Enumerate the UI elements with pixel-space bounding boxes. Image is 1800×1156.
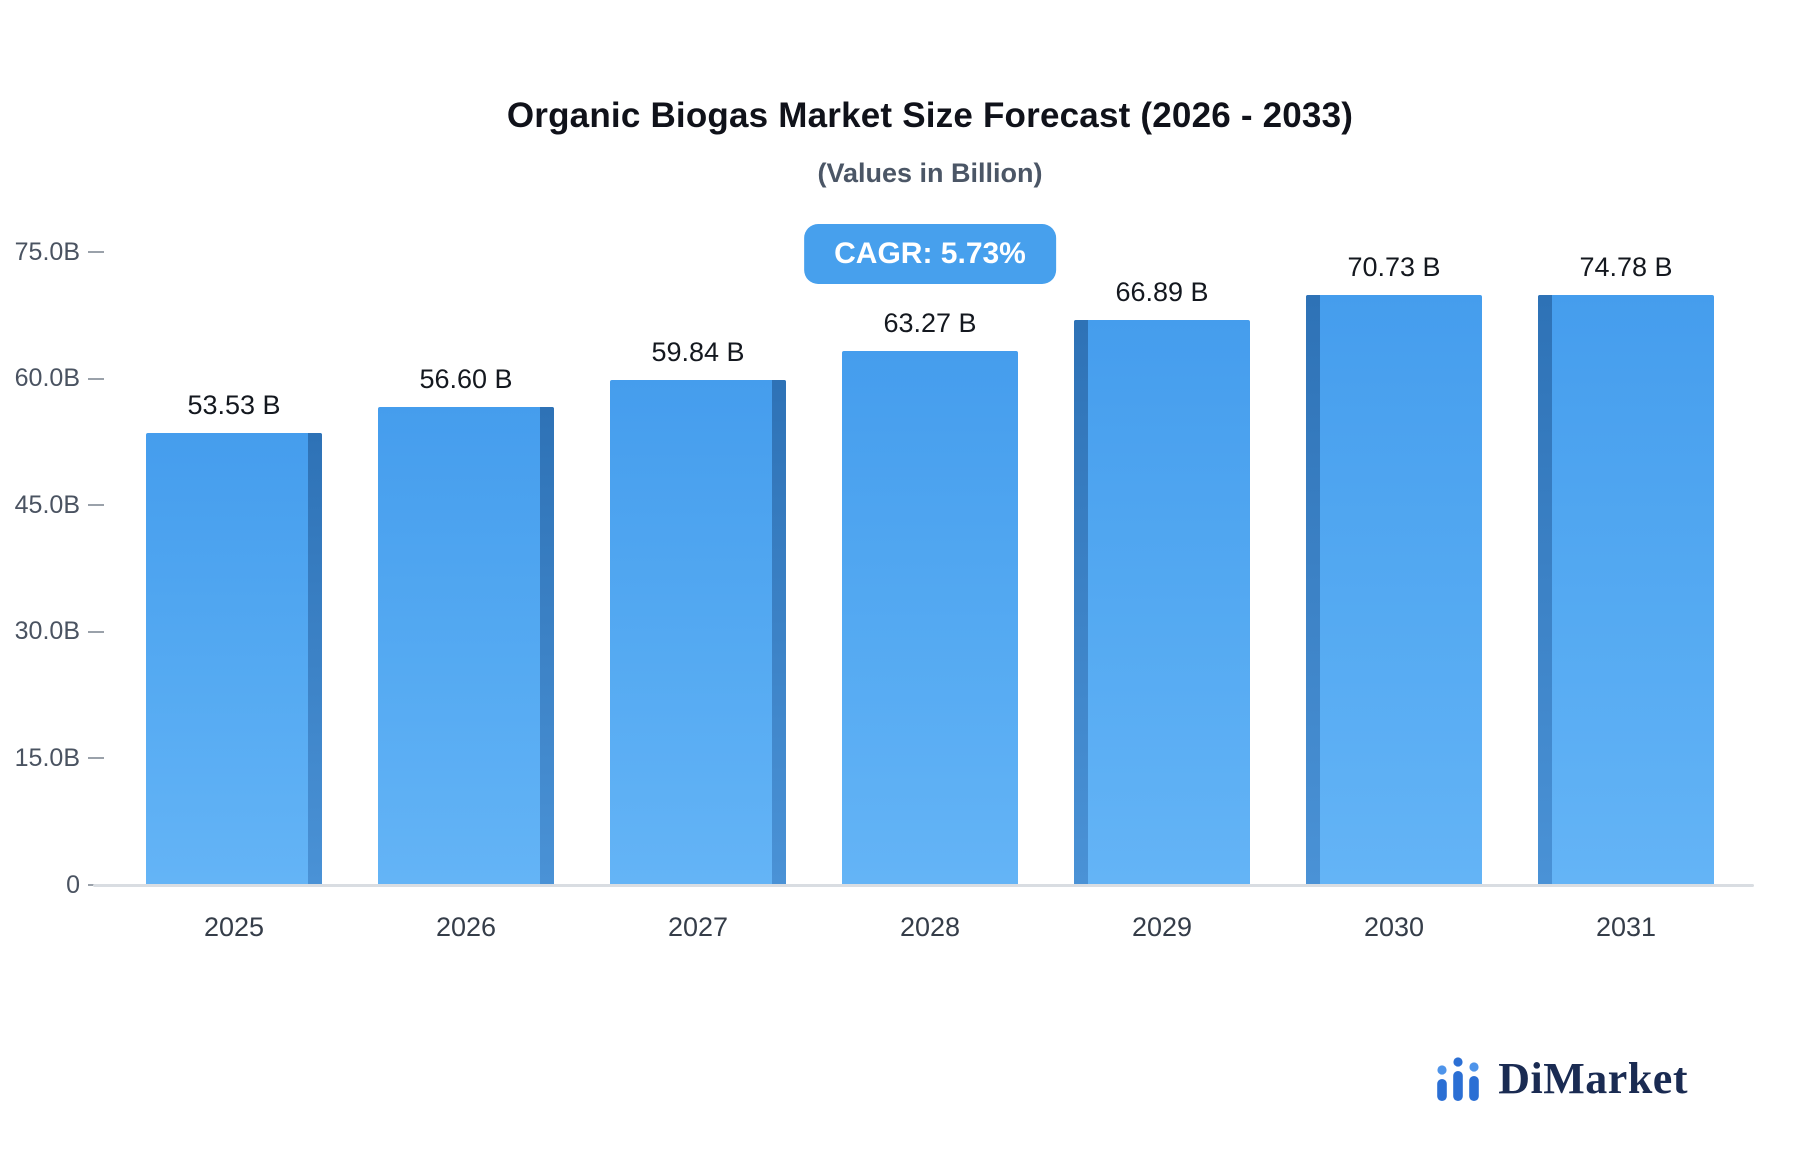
bar-2025 <box>145 433 323 885</box>
bar-side-shade <box>540 407 555 885</box>
bar-2031 <box>1537 295 1715 885</box>
bar-group-2029: 66.89 B 2029 <box>1046 252 1278 942</box>
bar-2026 <box>377 407 555 885</box>
chart-title: Organic Biogas Market Size Forecast (202… <box>506 96 1354 135</box>
bar-2027 <box>609 379 787 885</box>
bar-group-2030: 70.73 B 2030 <box>1278 252 1510 942</box>
bar-value-label: 59.84 B <box>651 336 745 367</box>
bar-value-label: 74.78 B <box>1579 252 1673 282</box>
bar-2028 <box>841 351 1019 885</box>
bar-side-shade <box>308 433 323 885</box>
chart-header: Organic Biogas Market Size Forecast (202… <box>0 96 1800 189</box>
y-tick-label: 60.0B <box>14 364 80 393</box>
y-tick-label: 15.0B <box>14 743 80 772</box>
x-axis-label: 2028 <box>899 912 961 942</box>
bar-2030 <box>1305 295 1483 885</box>
chart-subtitle: (Values in Billion) <box>817 158 1043 188</box>
y-tick-mark <box>88 504 104 507</box>
bars-container: 53.53 B 2025 56.60 B 2026 59.84 B 2027 63.27 B… <box>118 252 1742 942</box>
x-axis-label: 2027 <box>667 912 729 942</box>
y-tick-label: 45.0B <box>14 490 80 519</box>
bar-group-2026: 56.60 B 2026 <box>350 252 582 942</box>
bar-2029 <box>1073 320 1251 885</box>
bar-value-label: 66.89 B <box>1115 277 1209 308</box>
bar-value-label: 70.73 B <box>1347 252 1441 282</box>
bar-side-shade <box>1073 320 1088 885</box>
bar-side-shade <box>772 379 787 885</box>
cagr-badge: CAGR: 5.73% <box>804 224 1056 284</box>
bar-value-label: 63.27 B <box>883 308 977 339</box>
bar-group-2025: 53.53 B 2025 <box>118 252 350 942</box>
dimarket-icon <box>1437 1056 1480 1101</box>
bar-group-2027: 59.84 B 2027 <box>582 252 814 942</box>
y-tick-mark <box>88 251 104 253</box>
y-tick-label: 0 <box>66 870 80 899</box>
y-tick-mark <box>88 757 104 760</box>
y-tick-mark <box>88 630 104 633</box>
bar-side-shade <box>1305 295 1320 885</box>
x-axis-label: 2025 <box>203 912 265 942</box>
x-axis-line <box>93 884 1754 887</box>
bar-value-label: 56.60 B <box>419 364 513 395</box>
brand-name: DiMarket <box>1498 1054 1688 1103</box>
brand-logo: DiMarket <box>1432 1053 1688 1104</box>
bar-group-2031: 74.78 B 2031 <box>1510 252 1742 942</box>
x-axis-label: 2031 <box>1595 912 1657 942</box>
bar-group-2028: 63.27 B 2028 <box>814 252 1046 942</box>
x-axis-label: 2030 <box>1363 912 1425 942</box>
x-axis-label: 2029 <box>1131 912 1193 942</box>
bar-side-shade <box>1537 295 1552 885</box>
bar-value-label: 53.53 B <box>187 390 281 421</box>
y-tick-label: 75.0B <box>14 237 80 266</box>
x-axis-label: 2026 <box>435 912 497 942</box>
y-tick-label: 30.0B <box>14 617 80 646</box>
plot-area: 0 15.0B 30.0B 45.0B 60.0B 75.0B 53.53 B 2025 56… <box>15 238 1754 942</box>
y-tick-mark <box>88 377 104 380</box>
